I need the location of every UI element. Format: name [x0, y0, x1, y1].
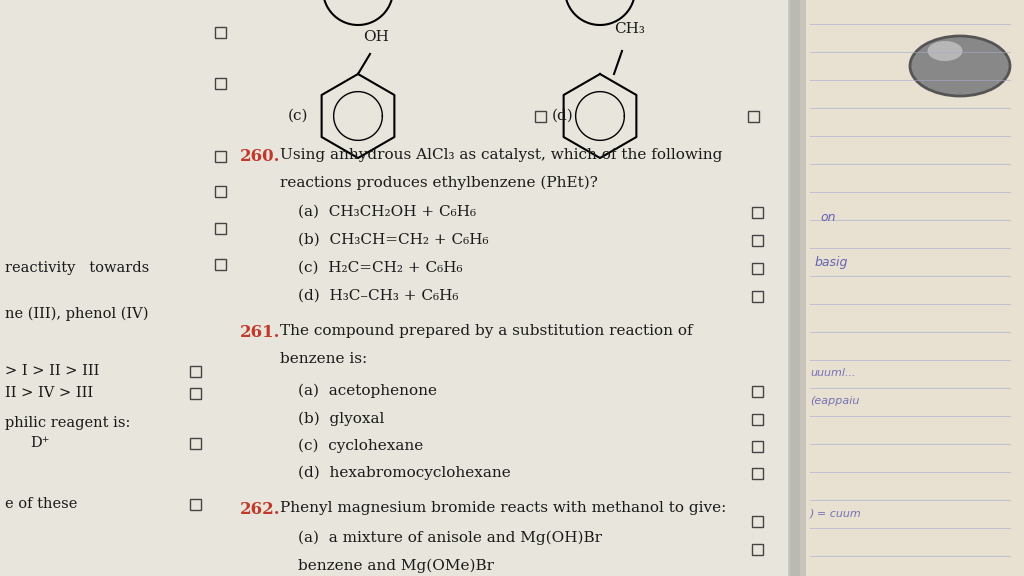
FancyBboxPatch shape [214, 150, 225, 161]
FancyBboxPatch shape [214, 26, 225, 37]
Text: The compound prepared by a substitution reaction of: The compound prepared by a substitution … [280, 324, 692, 338]
Text: philic reagent is:: philic reagent is: [5, 416, 130, 430]
Text: II > IV > III: II > IV > III [5, 386, 93, 400]
FancyBboxPatch shape [0, 0, 790, 576]
FancyBboxPatch shape [752, 207, 763, 218]
Text: (a)  a mixture of anisole and Mg(OH)Br: (a) a mixture of anisole and Mg(OH)Br [298, 531, 602, 545]
Text: D⁺: D⁺ [30, 436, 49, 450]
Text: reactivity   towards: reactivity towards [5, 261, 150, 275]
FancyBboxPatch shape [790, 0, 1024, 576]
Text: 260.: 260. [240, 148, 281, 165]
Text: uuuml...: uuuml... [810, 368, 855, 378]
Text: e of these: e of these [5, 497, 78, 511]
FancyBboxPatch shape [752, 516, 763, 526]
Text: (d)  H₃C–CH₃ + C₆H₆: (d) H₃C–CH₃ + C₆H₆ [298, 289, 459, 303]
FancyBboxPatch shape [752, 263, 763, 274]
Text: (c)  H₂C=CH₂ + C₆H₆: (c) H₂C=CH₂ + C₆H₆ [298, 261, 463, 275]
Text: ) = cuum: ) = cuum [810, 508, 862, 518]
FancyBboxPatch shape [214, 222, 225, 233]
FancyBboxPatch shape [752, 468, 763, 479]
Text: on: on [820, 211, 836, 224]
Text: (d)  hexabromocyclohexane: (d) hexabromocyclohexane [298, 466, 511, 480]
FancyBboxPatch shape [752, 544, 763, 555]
Text: (d): (d) [552, 109, 573, 123]
Text: > I > II > III: > I > II > III [5, 364, 99, 378]
Text: OH: OH [364, 30, 389, 44]
FancyBboxPatch shape [214, 185, 225, 196]
Text: benzene is:: benzene is: [280, 352, 368, 366]
FancyBboxPatch shape [189, 366, 201, 377]
Text: basig: basig [815, 256, 848, 269]
Text: (c)  cyclohexane: (c) cyclohexane [298, 439, 423, 453]
FancyBboxPatch shape [535, 111, 546, 122]
Text: (b)  glyoxal: (b) glyoxal [298, 412, 384, 426]
FancyBboxPatch shape [800, 0, 1024, 576]
FancyBboxPatch shape [752, 414, 763, 425]
Text: (eappaiu: (eappaiu [810, 396, 859, 406]
Text: reactions produces ethylbenzene (PhEt)?: reactions produces ethylbenzene (PhEt)? [280, 176, 598, 191]
FancyBboxPatch shape [748, 111, 759, 122]
FancyBboxPatch shape [752, 441, 763, 452]
FancyBboxPatch shape [214, 259, 225, 270]
FancyBboxPatch shape [189, 388, 201, 399]
FancyBboxPatch shape [752, 290, 763, 301]
FancyBboxPatch shape [214, 78, 225, 89]
Text: CH₃: CH₃ [614, 22, 645, 36]
Text: ne (III), phenol (IV): ne (III), phenol (IV) [5, 307, 148, 321]
Text: (c): (c) [288, 109, 308, 123]
Text: (a)  CH₃CH₂OH + C₆H₆: (a) CH₃CH₂OH + C₆H₆ [298, 205, 476, 219]
FancyBboxPatch shape [788, 0, 806, 576]
FancyBboxPatch shape [189, 438, 201, 449]
Ellipse shape [910, 36, 1010, 96]
FancyBboxPatch shape [752, 385, 763, 396]
Text: 262.: 262. [240, 501, 281, 518]
Text: Phenyl magnesium bromide reacts with methanol to give:: Phenyl magnesium bromide reacts with met… [280, 501, 726, 515]
FancyBboxPatch shape [189, 498, 201, 510]
Text: Using anhydrous AlCl₃ as catalyst, which of the following: Using anhydrous AlCl₃ as catalyst, which… [280, 148, 722, 162]
Text: (b)  CH₃CH=CH₂ + C₆H₆: (b) CH₃CH=CH₂ + C₆H₆ [298, 233, 488, 247]
Text: 261.: 261. [240, 324, 281, 341]
Ellipse shape [928, 41, 963, 61]
Text: benzene and Mg(OMe)Br: benzene and Mg(OMe)Br [298, 559, 494, 573]
Text: (a)  acetophenone: (a) acetophenone [298, 384, 437, 398]
FancyBboxPatch shape [752, 234, 763, 245]
